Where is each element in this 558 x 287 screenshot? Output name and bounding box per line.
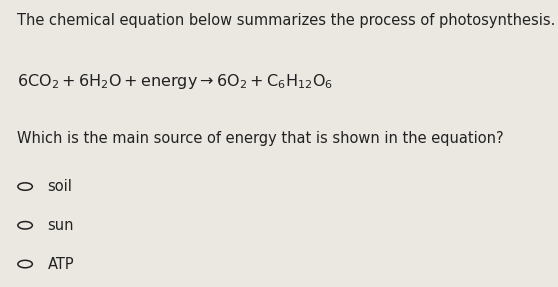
Text: Which is the main source of energy that is shown in the equation?: Which is the main source of energy that … — [17, 131, 503, 146]
Text: The chemical equation below summarizes the process of photosynthesis.: The chemical equation below summarizes t… — [17, 13, 555, 28]
Text: $\mathregular{6CO_2 + 6H_2O + energy \rightarrow 6O_2 + C_6H_{12}O_6}$: $\mathregular{6CO_2 + 6H_2O + energy \ri… — [17, 72, 333, 91]
Text: soil: soil — [47, 179, 73, 194]
Text: ATP: ATP — [47, 257, 74, 272]
Text: sun: sun — [47, 218, 74, 233]
